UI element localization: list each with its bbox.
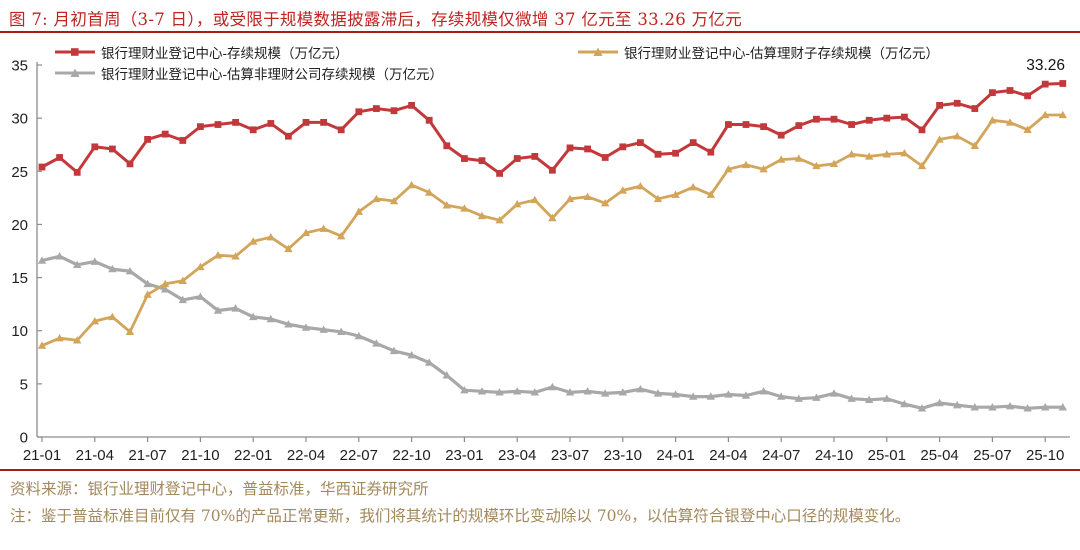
svg-text:23-07: 23-07: [551, 447, 589, 464]
svg-text:22-04: 22-04: [287, 447, 325, 464]
svg-text:24-07: 24-07: [762, 447, 800, 464]
svg-text:25-07: 25-07: [973, 447, 1011, 464]
svg-text:35: 35: [11, 58, 28, 75]
svg-text:10: 10: [11, 323, 28, 340]
svg-text:22-01: 22-01: [234, 447, 272, 464]
data-source-text: 资料来源：银行业理财登记中心，普益标准，华西证券研究所: [10, 480, 429, 498]
svg-text:30: 30: [11, 111, 28, 128]
legend-item-cunxu-guimo: 银行理财业登记中心-存续规模（万亿元）: [55, 42, 349, 62]
svg-text:23-01: 23-01: [445, 447, 483, 464]
svg-text:21-01: 21-01: [23, 447, 61, 464]
svg-text:21-07: 21-07: [128, 447, 166, 464]
svg-text:25-10: 25-10: [1026, 447, 1064, 464]
svg-text:24-10: 24-10: [815, 447, 853, 464]
legend-label: 银行理财业登记中心-估算理财子存续规模（万亿元）: [624, 46, 940, 62]
legend-label: 银行理财业登记中心-估算非理财公司存续规模（万亿元）: [101, 67, 444, 83]
footer-separator-line: [0, 469, 1080, 471]
footer: 资料来源：银行业理财登记中心，普益标准，华西证券研究所 注：鉴于普益标准目前仅有…: [10, 476, 1072, 530]
svg-text:22-07: 22-07: [340, 447, 378, 464]
footnote-text: 注：鉴于普益标准目前仅有 70%的产品正常更新，我们将其统计的规模环比变动除以 …: [10, 507, 911, 526]
svg-text:24-04: 24-04: [709, 447, 747, 464]
legend-label: 银行理财业登记中心-存续规模（万亿元）: [101, 46, 349, 62]
svg-text:25-01: 25-01: [868, 447, 906, 464]
svg-text:23-10: 23-10: [604, 447, 642, 464]
svg-text:23-04: 23-04: [498, 447, 536, 464]
last-point-value-label: 33.26: [1026, 57, 1065, 74]
legend-item-licaizi-guimo: 银行理财业登记中心-估算理财子存续规模（万亿元）: [578, 42, 939, 62]
legend-item-feilicai-guimo: 银行理财业登记中心-估算非理财公司存续规模（万亿元）: [55, 63, 443, 83]
svg-text:5: 5: [20, 376, 28, 393]
gray-line-triangle-marker-icon: [55, 68, 95, 77]
svg-text:0: 0: [20, 430, 28, 447]
svg-text:15: 15: [11, 270, 28, 287]
svg-text:21-10: 21-10: [181, 447, 219, 464]
red-line-square-marker-icon: [55, 48, 95, 56]
title-separator-line: [0, 31, 1080, 33]
svg-text:20: 20: [11, 217, 28, 234]
svg-text:22-10: 22-10: [392, 447, 430, 464]
svg-text:25-04: 25-04: [920, 447, 958, 464]
svg-text:24-01: 24-01: [656, 447, 694, 464]
gold-line-triangle-marker-icon: [578, 47, 618, 56]
svg-text:25: 25: [11, 164, 28, 181]
svg-text:21-04: 21-04: [76, 447, 114, 464]
figure-title: 图 7: 月初首周（3-7 日），或受限于规模数据披露滞后，存续规模仅微增 37…: [9, 10, 743, 29]
